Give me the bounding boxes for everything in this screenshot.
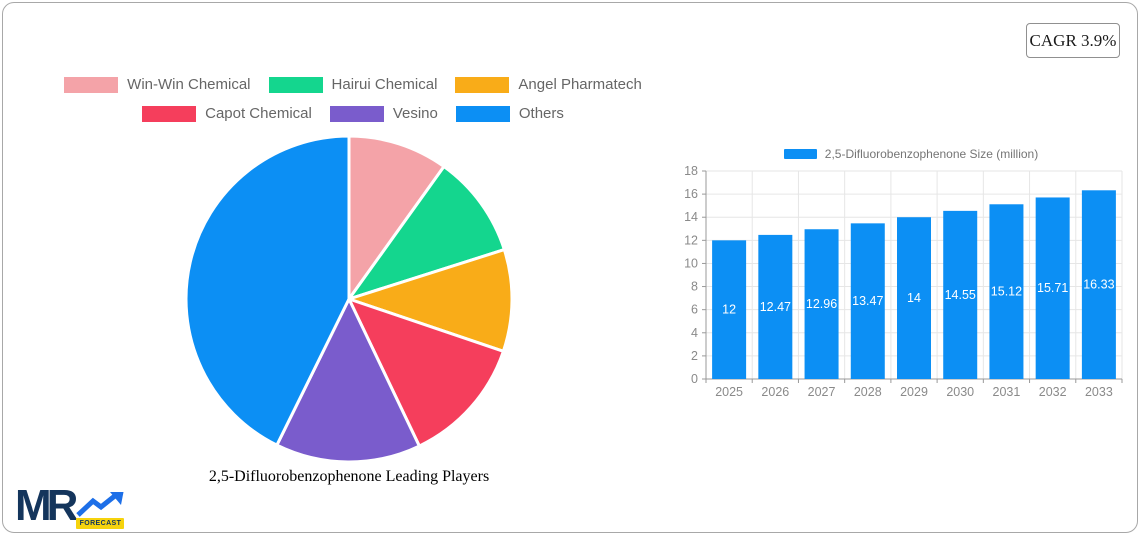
pie-chart — [184, 134, 514, 464]
pie-slice-hairui-chemical[interactable] — [347, 165, 506, 301]
cagr-label: CAGR 3.9% — [1029, 30, 1117, 50]
pie-legend-row: Capot Chemical Vesino Others — [3, 106, 703, 122]
legend-label: Angel Pharmatech — [518, 76, 642, 93]
legend-swatch-capot-chemical — [142, 106, 197, 122]
legend-item-capot-chemical[interactable]: Capot Chemical — [142, 106, 312, 122]
bar-value-label: 15.12 — [991, 285, 1022, 299]
bar-2031[interactable] — [989, 204, 1024, 379]
bar-value-label: 16.33 — [1083, 278, 1114, 292]
legend-swatch-hairui-chemical — [268, 77, 323, 93]
pie-slice-vesino[interactable] — [275, 297, 421, 464]
y-tick-label: 0 — [691, 372, 698, 386]
bar-legend-item[interactable]: 2,5-Difluorobenzophenone Size (million) — [681, 147, 1140, 161]
bar-2025[interactable] — [712, 240, 747, 379]
legend-label: Others — [518, 105, 564, 122]
legend-label: Vesino — [392, 105, 438, 122]
legend-swatch-win-win-chemical — [64, 77, 119, 93]
bar-2027[interactable] — [804, 229, 839, 379]
x-category-label: 2027 — [808, 385, 836, 399]
logo-right-block: FORECAST — [76, 492, 125, 529]
bar-value-label: 14.55 — [945, 288, 976, 302]
mr-forecast-logo: MR FORECAST — [15, 481, 125, 530]
bar-value-label: 13.47 — [852, 294, 883, 308]
legend-item-win-win-chemical[interactable]: Win-Win Chemical — [64, 76, 251, 93]
bar-2033[interactable] — [1081, 190, 1116, 379]
pie-legend-row: Win-Win Chemical Hairui Chemical Angel Pha… — [3, 77, 703, 93]
pie-title: 2,5-Difluorobenzophenone Leading Players — [208, 468, 490, 485]
logo-badge: FORECAST — [76, 518, 125, 529]
y-tick-label: 8 — [691, 280, 698, 294]
x-category-label: 2033 — [1085, 385, 1113, 399]
bar-2028[interactable] — [850, 223, 885, 379]
x-category-label: 2025 — [715, 385, 743, 399]
pie-slice-angel-pharmatech[interactable] — [347, 248, 514, 353]
x-category-label: 2029 — [900, 385, 928, 399]
y-tick-label: 14 — [684, 210, 698, 224]
pie-legend: Win-Win Chemical Hairui Chemical Angel Pha… — [3, 77, 703, 135]
y-tick-label: 18 — [684, 164, 698, 178]
bar-2026[interactable] — [758, 234, 793, 379]
bar-value-label: 12.47 — [760, 300, 791, 314]
bar-legend-label: 2,5-Difluorobenzophenone Size (million) — [824, 147, 1039, 161]
legend-item-angel-pharmatech[interactable]: Angel Pharmatech — [455, 76, 642, 93]
legend-swatch-others — [455, 106, 510, 122]
trend-arrow-icon — [76, 492, 124, 517]
bar-legend-swatch — [783, 149, 817, 159]
y-tick-label: 6 — [691, 303, 698, 317]
cagr-badge: CAGR 3.9% — [1026, 23, 1120, 58]
bar-plot: 0 2 4 6 8 10 12 14 16 18 12 2025 12.47 2026 12.96 2027 1… — [684, 164, 1123, 399]
y-tick-label: 2 — [691, 349, 698, 363]
x-category-label: 2031 — [993, 385, 1021, 399]
logo-text: MR — [15, 481, 78, 530]
legend-label: Win-Win Chemical — [127, 76, 251, 93]
bar-value-label: 12 — [722, 303, 736, 317]
bar-chart: 2,5-Difluorobenzophenone Size (million) … — [681, 141, 1140, 426]
bar-value-label: 15.71 — [1037, 281, 1068, 295]
bar-2032[interactable] — [1035, 197, 1070, 379]
legend-swatch-vesino — [329, 106, 384, 122]
bar-value-label: 12.96 — [806, 297, 837, 311]
pie-slice-others[interactable] — [184, 134, 351, 447]
legend-label: Capot Chemical — [205, 105, 312, 122]
legend-item-others[interactable]: Others — [455, 105, 564, 122]
y-tick-label: 10 — [684, 256, 698, 270]
x-category-label: 2028 — [854, 385, 882, 399]
x-category-label: 2032 — [1039, 385, 1067, 399]
bar-2029[interactable] — [897, 217, 931, 379]
bar-value-label: 14 — [907, 291, 921, 305]
x-category-label: 2030 — [946, 385, 974, 399]
y-tick-label: 16 — [684, 187, 698, 201]
pie-slice-capot-chemical[interactable] — [347, 297, 505, 448]
legend-item-vesino[interactable]: Vesino — [329, 105, 438, 122]
bar-2030[interactable] — [943, 210, 978, 379]
x-category-label: 2026 — [761, 385, 789, 399]
y-tick-label: 4 — [691, 326, 698, 340]
y-tick-label: 12 — [684, 233, 698, 247]
legend-label: Hairui Chemical — [331, 76, 438, 93]
legend-item-hairui-chemical[interactable]: Hairui Chemical — [268, 76, 438, 93]
pie-slice-win-win-chemical[interactable] — [347, 134, 446, 301]
legend-swatch-angel-pharmatech — [455, 77, 510, 93]
